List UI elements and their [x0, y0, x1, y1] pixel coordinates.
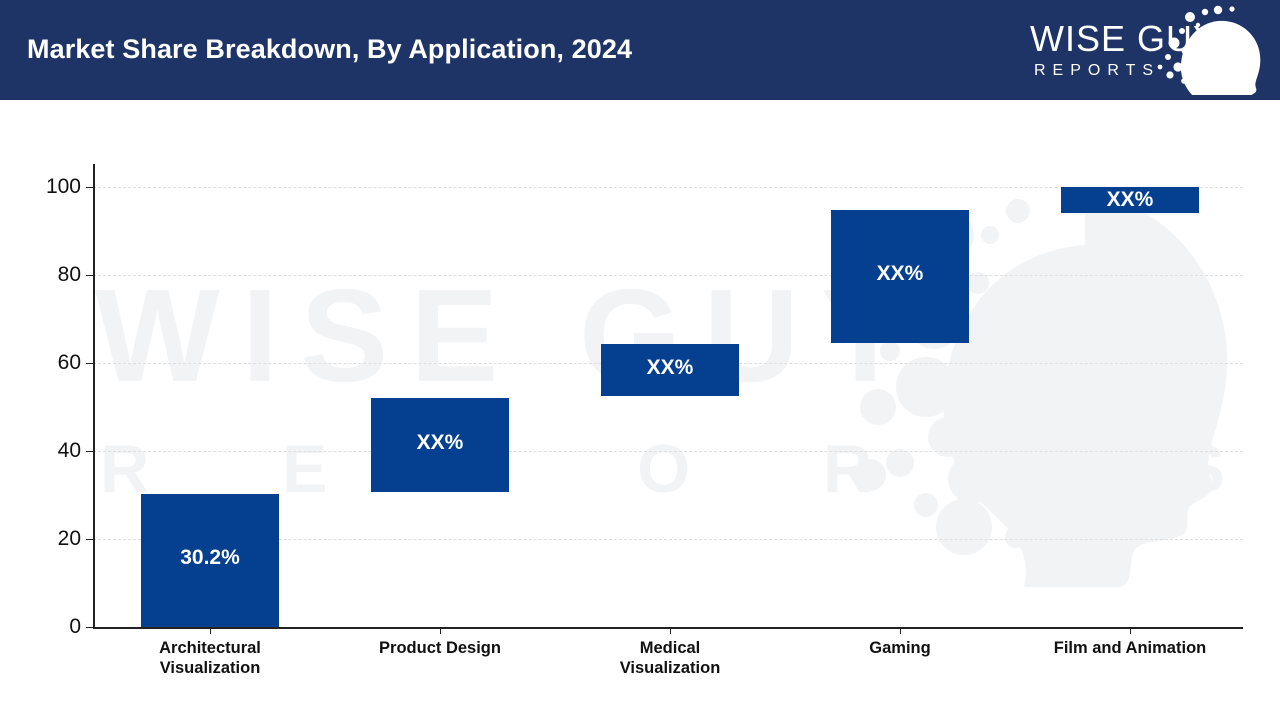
x-category-label-line: Visualization [619, 659, 721, 677]
y-tick-mark [86, 539, 93, 540]
x-category-label-line: Gaming [869, 639, 931, 657]
bar-value-label-4: XX% [876, 262, 924, 285]
bar-architectural-visualization[interactable]: 30.2% [141, 494, 279, 627]
y-tick-label-20: 20 [57, 527, 81, 550]
page-title: Market Share Breakdown, By Application, … [27, 34, 633, 64]
y-tick-label-60: 60 [57, 351, 81, 374]
bar-value-label-5: XX% [1106, 188, 1154, 211]
x-axis [93, 627, 1243, 629]
bar-gaming[interactable]: XX% [831, 210, 969, 343]
y-tick-label-40: 40 [57, 439, 81, 462]
bar-value-label-2: XX% [416, 431, 464, 454]
y-tick-label-80: 80 [57, 263, 81, 286]
gridline [93, 539, 1243, 540]
gridline [93, 451, 1243, 452]
bar-product-design[interactable]: XX% [371, 398, 509, 492]
x-tick-mark [210, 627, 211, 634]
page-header: Market Share Breakdown, By Application, … [0, 0, 1280, 100]
x-category-label-line: Visualization [159, 659, 261, 677]
bar-film-and-animation[interactable]: XX% [1061, 187, 1199, 213]
x-tick-mark [1130, 627, 1131, 634]
gridline [93, 187, 1243, 188]
x-tick-mark [440, 627, 441, 634]
y-tick-label-100: 100 [45, 175, 81, 198]
chart-canvas: WISE GUY R E P O R T S [0, 100, 1280, 720]
bar-value-label-1: 30.2% [180, 546, 240, 569]
wise-guy-reports-logo: WISE GUY REPORTS [1022, 5, 1272, 95]
y-tick-mark [86, 187, 93, 188]
bar-medical-visualization[interactable]: XX% [601, 344, 739, 396]
gridline [93, 275, 1243, 276]
y-tick-mark [86, 363, 93, 364]
y-tick-mark [86, 451, 93, 452]
bar-value-label-3: XX% [646, 356, 694, 379]
y-axis [93, 164, 95, 628]
y-tick-label-0: 0 [69, 615, 81, 638]
svg-text:REPORTS: REPORTS [1034, 62, 1160, 79]
x-category-label-line: Architectural [159, 639, 261, 657]
y-tick-mark [86, 627, 93, 628]
x-category-label-gaming: Gaming [780, 638, 1020, 658]
x-category-label-architectural-visualization: Architectural Visualization [90, 638, 330, 678]
x-category-label-film-and-animation: Film and Animation [1010, 638, 1250, 658]
x-tick-mark [670, 627, 671, 634]
x-tick-mark [900, 627, 901, 634]
plot-area: 30.2% XX% XX% XX% XX% 100 80 6 [46, 164, 1243, 677]
y-tick-mark [86, 275, 93, 276]
x-category-label-medical-visualization: Medical Visualization [550, 638, 790, 678]
x-category-label-line: Film and Animation [1053, 639, 1207, 657]
x-category-label-line: Product Design [379, 639, 501, 657]
x-category-label-product-design: Product Design [320, 638, 560, 658]
x-category-label-line: Medical [639, 639, 701, 657]
